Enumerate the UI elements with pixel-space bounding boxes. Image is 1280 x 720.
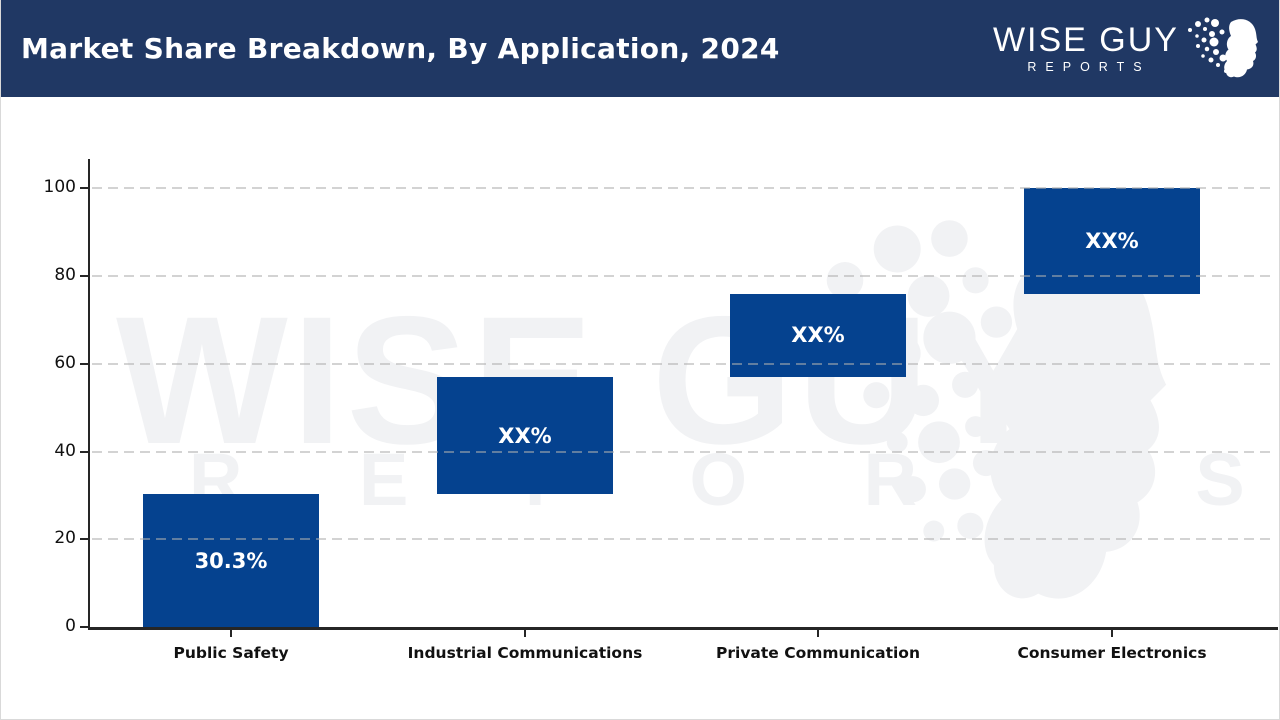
y-gridline: [92, 362, 1276, 365]
y-tick-mark: [80, 362, 88, 365]
x-category-label: Public Safety: [173, 644, 289, 662]
y-gridline: [92, 275, 1276, 278]
x-tick-mark: [230, 630, 232, 637]
y-tick-mark: [80, 450, 88, 453]
bar-segment: [437, 376, 613, 495]
x-category-label: Consumer Electronics: [1017, 644, 1207, 662]
y-tick-label: 40: [54, 440, 76, 461]
brand-logo-subtitle: REPORTS: [1027, 60, 1151, 74]
y-tick-label: 80: [54, 265, 76, 286]
y-tick-label: 20: [54, 528, 76, 549]
y-tick-mark: [80, 626, 88, 628]
x-tick-mark: [524, 630, 526, 637]
x-category-label: Industrial Communications: [407, 644, 643, 662]
watermark-face-icon: [826, 220, 1167, 599]
header-bar: Market Share Breakdown, By Application, …: [1, 0, 1279, 97]
y-gridline: [92, 187, 1276, 190]
chart-title: Market Share Breakdown, By Application, …: [21, 32, 780, 65]
x-category-label: Private Communication: [716, 644, 920, 662]
y-tick-mark: [80, 187, 88, 190]
y-tick-mark: [80, 275, 88, 278]
bar-segment: [143, 494, 319, 627]
y-gridline: [92, 450, 1276, 453]
brand-logo-name: WISE GUY: [992, 21, 1179, 59]
x-tick-mark: [1111, 630, 1113, 637]
x-tick-mark: [817, 630, 819, 637]
brand-logo-text: WISE GUY REPORTS: [993, 23, 1179, 74]
bar-value-label: XX%: [791, 323, 845, 348]
y-tick-label: 100: [43, 177, 76, 198]
y-tick-mark: [80, 538, 88, 541]
y-tick-label: 0: [65, 616, 76, 636]
bar-value-label: XX%: [1085, 229, 1139, 254]
brand-face-icon: [1188, 17, 1258, 77]
brand-logo: WISE GUY REPORTS: [993, 15, 1263, 83]
chart-canvas: WISE GUY R E P O R T S 0 20 40 60 80 100 Publi…: [1, 97, 1279, 719]
bar-value-label: 30.3%: [194, 548, 268, 573]
y-gridline: [92, 538, 1276, 541]
y-tick-label: 60: [54, 352, 76, 373]
x-axis-line: [88, 627, 1278, 630]
bar-value-label: XX%: [498, 423, 552, 448]
y-axis-line: [88, 159, 90, 630]
